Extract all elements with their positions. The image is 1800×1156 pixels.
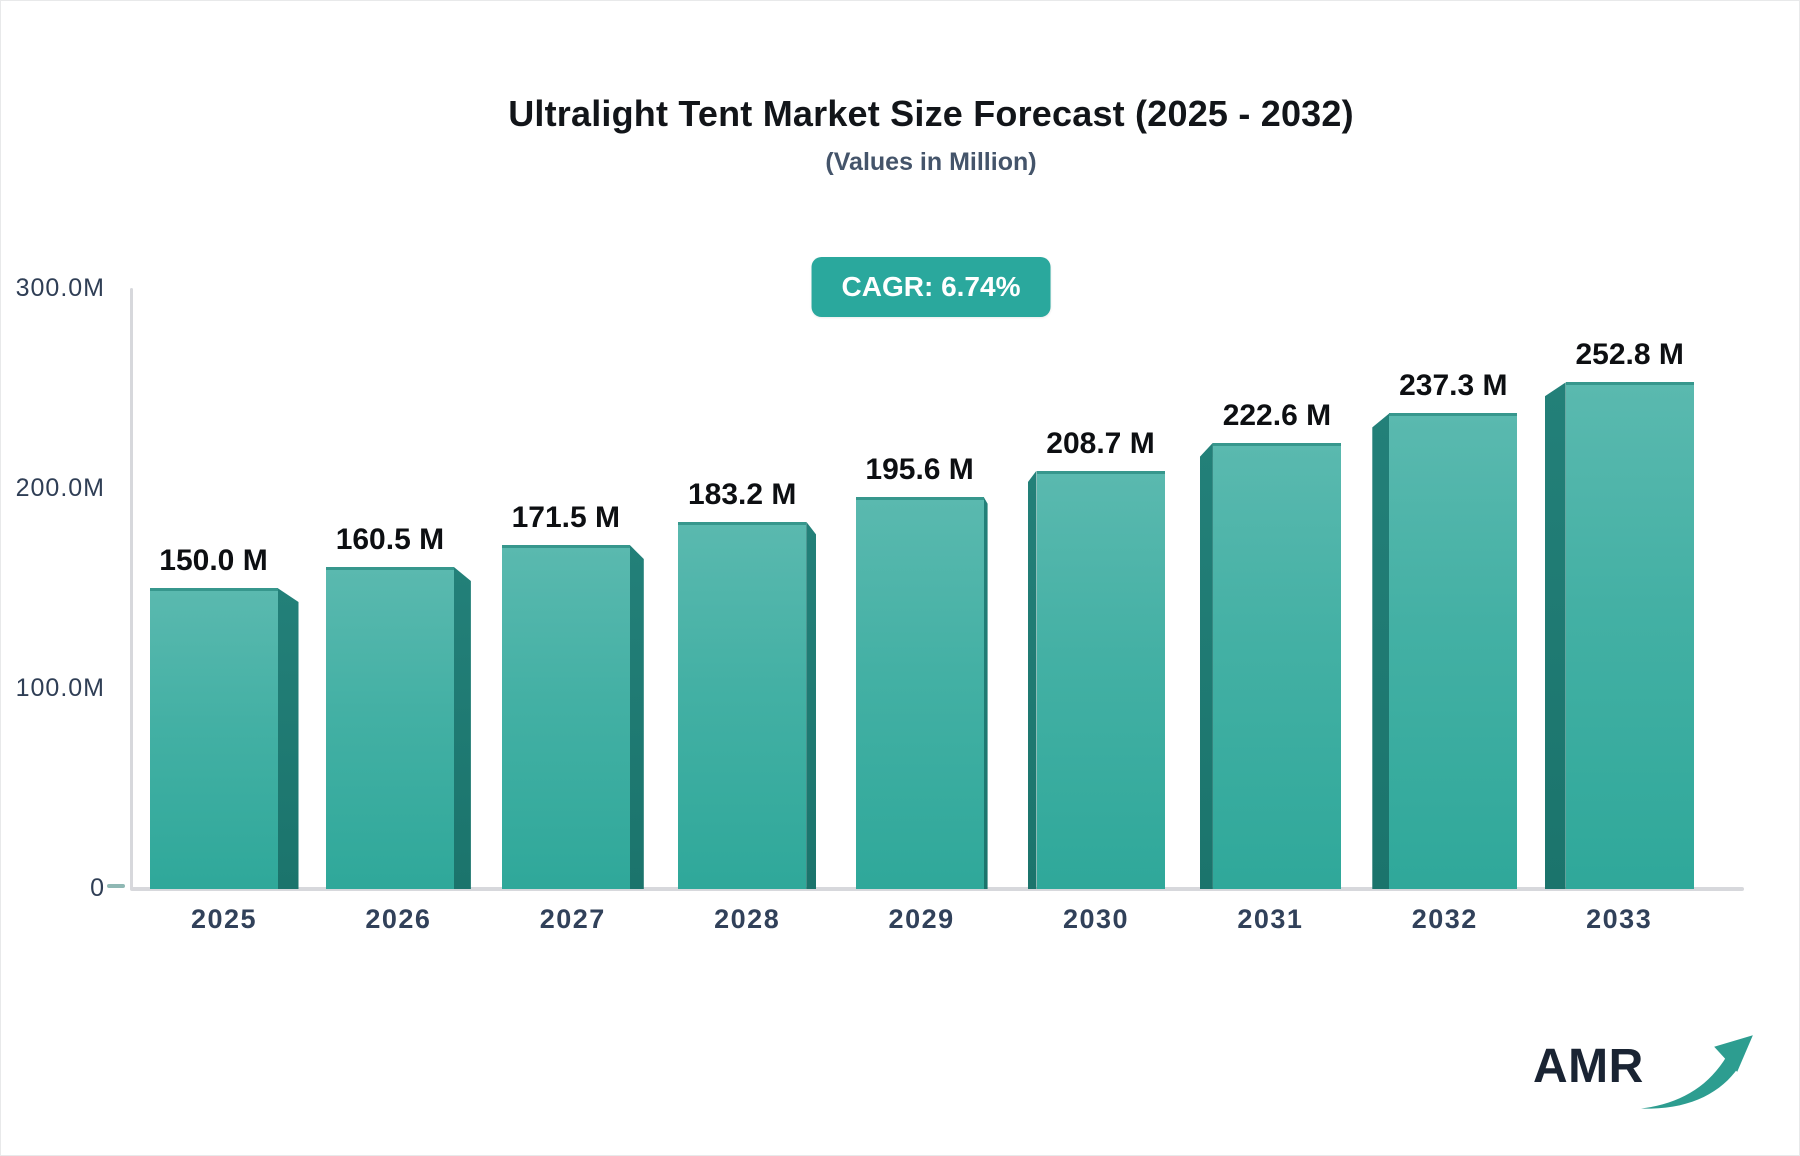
x-axis-tick-label: 2031 — [1237, 904, 1304, 934]
brand-logo-text: AMR — [1533, 1040, 1644, 1093]
bar-side-3d — [983, 496, 988, 889]
bar-face — [1389, 413, 1518, 889]
y-axis-tick-label: 300.0M — [15, 274, 105, 302]
bar — [1544, 382, 1694, 889]
bar — [855, 496, 988, 889]
bar-value-label: 237.3 M — [1399, 369, 1508, 403]
y-axis-tick-label: 0 — [90, 874, 105, 902]
cagr-badge: CAGR: 6.74% — [811, 257, 1051, 317]
x-axis-line — [130, 887, 1744, 891]
bar-face — [325, 567, 454, 889]
x-axis-tick-label: 2027 — [539, 904, 606, 934]
bar-value-label: 252.8 M — [1575, 338, 1684, 372]
chart-title: Ultralight Tent Market Size Forecast (20… — [508, 93, 1354, 134]
bar-side-3d — [453, 567, 471, 889]
bar — [1199, 442, 1341, 889]
x-axis-tick-label: 2028 — [714, 904, 781, 934]
bar-side-3d — [277, 588, 299, 889]
y-axis-line — [130, 288, 133, 890]
bar-value-label: 160.5 M — [335, 523, 445, 556]
bar — [1372, 413, 1518, 889]
bar-face — [855, 496, 984, 889]
bar-value-label: 183.2 M — [687, 477, 797, 511]
bar-value-label: 222.6 M — [1222, 398, 1332, 432]
bar-face — [1212, 442, 1341, 889]
bar-face — [678, 521, 807, 889]
chart-subtitle: (Values in Million) — [825, 148, 1037, 176]
bar-face — [1565, 382, 1694, 889]
bar-value-label: 195.6 M — [865, 452, 974, 486]
bar-value-label: 150.0 M — [159, 544, 268, 577]
bar-face — [149, 588, 278, 889]
bar — [678, 521, 817, 889]
growth-arrow-icon — [1641, 1035, 1753, 1109]
x-axis-tick-label: 2030 — [1062, 904, 1130, 934]
bar-side-3d — [629, 545, 644, 889]
y-axis-tick-label: 100.0M — [15, 674, 105, 702]
x-axis-tick-label: 2029 — [888, 904, 955, 934]
x-axis-tick-label: 2033 — [1586, 904, 1653, 934]
x-axis-tick-label: 2025 — [190, 904, 258, 934]
bar-face — [1036, 470, 1165, 889]
x-axis-tick-label: 2032 — [1411, 904, 1478, 934]
bar-side-3d — [1372, 413, 1390, 889]
y-axis-tick-label: 200.0M — [15, 474, 105, 502]
bar-side-3d — [806, 521, 817, 889]
bar — [325, 567, 471, 889]
bar-face — [501, 545, 630, 889]
bar-side-3d — [1027, 470, 1037, 889]
y-axis-zero-tick-mark — [107, 884, 125, 888]
bar-value-label: 208.7 M — [1046, 426, 1155, 460]
bar — [1027, 470, 1165, 889]
bar — [149, 588, 299, 889]
bar-side-3d — [1199, 442, 1213, 889]
brand-logo: AMR — [1533, 1035, 1763, 1119]
bar-value-label: 171.5 M — [511, 501, 620, 534]
bar-side-3d — [1544, 382, 1566, 889]
bar — [501, 545, 644, 889]
x-axis-tick-label: 2026 — [365, 904, 432, 934]
